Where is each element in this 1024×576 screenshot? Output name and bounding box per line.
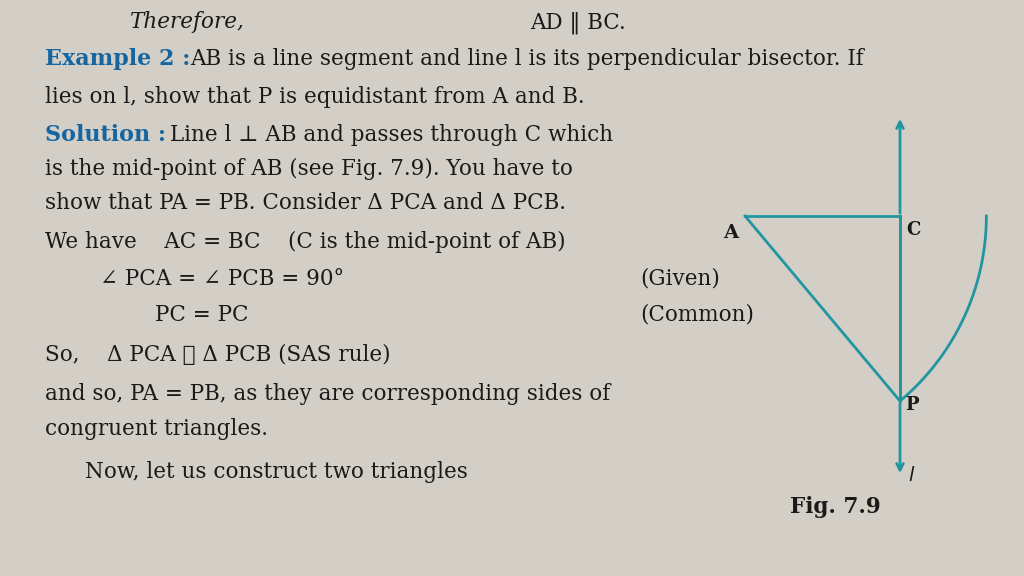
Text: PC = PC: PC = PC (45, 304, 249, 326)
Text: Example 2 :: Example 2 : (45, 48, 190, 70)
Text: We have    AC = BC    (C is the mid-point of AB): We have AC = BC (C is the mid-point of A… (45, 231, 565, 253)
Text: A: A (723, 224, 738, 242)
Text: AD ‖ BC.: AD ‖ BC. (530, 11, 626, 33)
Text: Fig. 7.9: Fig. 7.9 (790, 496, 881, 518)
Text: Line l ⊥ AB and passes through C which: Line l ⊥ AB and passes through C which (170, 124, 613, 146)
Text: and so, PA = PB, as they are corresponding sides of: and so, PA = PB, as they are correspondi… (45, 383, 610, 405)
Text: Solution :: Solution : (45, 124, 166, 146)
Text: lies on l, show that P is equidistant from A and B.: lies on l, show that P is equidistant fr… (45, 86, 585, 108)
Text: $l$: $l$ (908, 466, 915, 485)
Text: Therefore,: Therefore, (130, 11, 245, 33)
Text: congruent triangles.: congruent triangles. (45, 418, 268, 440)
Text: C: C (906, 221, 921, 239)
Text: So,    Δ PCA ≅ Δ PCB (SAS rule): So, Δ PCA ≅ Δ PCB (SAS rule) (45, 344, 390, 366)
Text: AB is a line segment and line l is its perpendicular bisector. If: AB is a line segment and line l is its p… (190, 48, 864, 70)
Text: Now, let us construct two triangles: Now, let us construct two triangles (85, 461, 468, 483)
Text: (Common): (Common) (640, 304, 754, 326)
Text: show that PA = PB. Consider Δ PCA and Δ PCB.: show that PA = PB. Consider Δ PCA and Δ … (45, 192, 566, 214)
Text: (Given): (Given) (640, 268, 720, 290)
Text: ∠ PCA = ∠ PCB = 90°: ∠ PCA = ∠ PCB = 90° (45, 268, 344, 290)
Text: is the mid-point of AB (see Fig. 7.9). You have to: is the mid-point of AB (see Fig. 7.9). Y… (45, 158, 572, 180)
Text: P: P (905, 396, 919, 414)
